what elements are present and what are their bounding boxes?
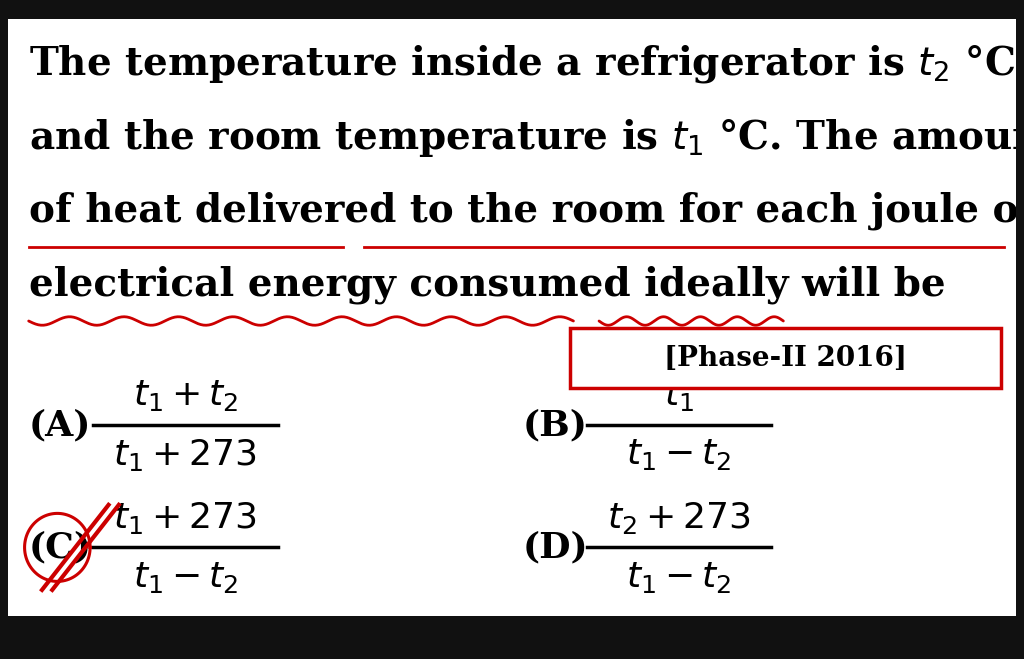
Text: $t_2 + 273$: $t_2 + 273$ xyxy=(607,500,751,536)
Text: and the room temperature is $t_1$ °C. The amount: and the room temperature is $t_1$ °C. Th… xyxy=(29,117,1024,159)
Text: (A): (A) xyxy=(29,408,91,442)
Text: $t_1 - t_2$: $t_1 - t_2$ xyxy=(627,438,731,473)
Text: $t_1$: $t_1$ xyxy=(664,378,694,413)
Text: [Phase-II 2016]: [Phase-II 2016] xyxy=(665,345,907,372)
Bar xyxy=(0,0,1024,19)
Text: (B): (B) xyxy=(522,408,587,442)
Text: $t_1 + t_2$: $t_1 + t_2$ xyxy=(133,378,238,413)
Text: $t_1 - t_2$: $t_1 - t_2$ xyxy=(133,559,238,594)
FancyBboxPatch shape xyxy=(570,328,1001,388)
Text: $t_1 + 273$: $t_1 + 273$ xyxy=(114,500,257,536)
Bar xyxy=(0,0,8,659)
Text: $t_1 - t_2$: $t_1 - t_2$ xyxy=(627,559,731,594)
Text: (D): (D) xyxy=(522,530,588,564)
Text: The temperature inside a refrigerator is $t_2$ °C: The temperature inside a refrigerator is… xyxy=(29,43,1015,84)
Text: $t_1 + 273$: $t_1 + 273$ xyxy=(114,437,257,473)
Text: (C): (C) xyxy=(29,530,92,564)
Text: of heat delivered to the room for each joule of: of heat delivered to the room for each j… xyxy=(29,191,1024,230)
Text: electrical energy consumed ideally will be: electrical energy consumed ideally will … xyxy=(29,266,945,304)
Bar xyxy=(1016,0,1024,659)
Bar xyxy=(0,616,1024,659)
